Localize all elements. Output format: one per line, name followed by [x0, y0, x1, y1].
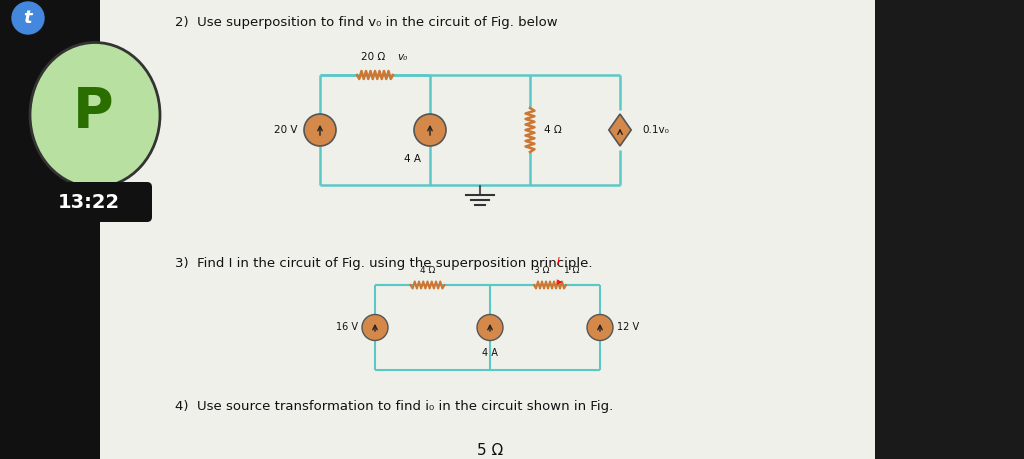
Circle shape	[304, 114, 336, 146]
FancyBboxPatch shape	[870, 0, 1024, 459]
Text: 3)  Find I in the circuit of Fig. using the superposition principle.: 3) Find I in the circuit of Fig. using t…	[175, 257, 593, 270]
Text: 2)  Use superposition to find v₀ in the circuit of Fig. below: 2) Use superposition to find v₀ in the c…	[175, 16, 558, 29]
Text: 3 Ω: 3 Ω	[535, 266, 550, 275]
Circle shape	[477, 314, 503, 341]
Circle shape	[414, 114, 446, 146]
Text: 20 Ω: 20 Ω	[360, 52, 385, 62]
Text: 1 Ω: 1 Ω	[564, 266, 580, 275]
Text: 4 Ω: 4 Ω	[544, 125, 562, 135]
Text: 20 V: 20 V	[274, 125, 298, 135]
Text: 4)  Use source transformation to find i₀ in the circuit shown in Fig.: 4) Use source transformation to find i₀ …	[175, 400, 613, 413]
FancyBboxPatch shape	[100, 0, 874, 459]
Text: 13:22: 13:22	[58, 192, 120, 212]
Text: t: t	[24, 9, 33, 27]
Text: v₀: v₀	[397, 52, 408, 62]
Text: 0.1v₀: 0.1v₀	[642, 125, 669, 135]
Text: 12 V: 12 V	[617, 323, 639, 332]
Ellipse shape	[30, 43, 160, 187]
Circle shape	[587, 314, 613, 341]
Text: P: P	[73, 85, 114, 139]
Polygon shape	[609, 114, 631, 146]
Text: 4 Ω: 4 Ω	[420, 266, 435, 275]
Text: 4 A: 4 A	[482, 348, 498, 358]
Text: 5 Ω: 5 Ω	[477, 443, 503, 458]
Circle shape	[12, 2, 44, 34]
Text: I: I	[557, 257, 559, 267]
FancyBboxPatch shape	[27, 182, 152, 222]
Circle shape	[362, 314, 388, 341]
Text: 4 A: 4 A	[403, 154, 421, 164]
Text: 16 V: 16 V	[336, 323, 358, 332]
